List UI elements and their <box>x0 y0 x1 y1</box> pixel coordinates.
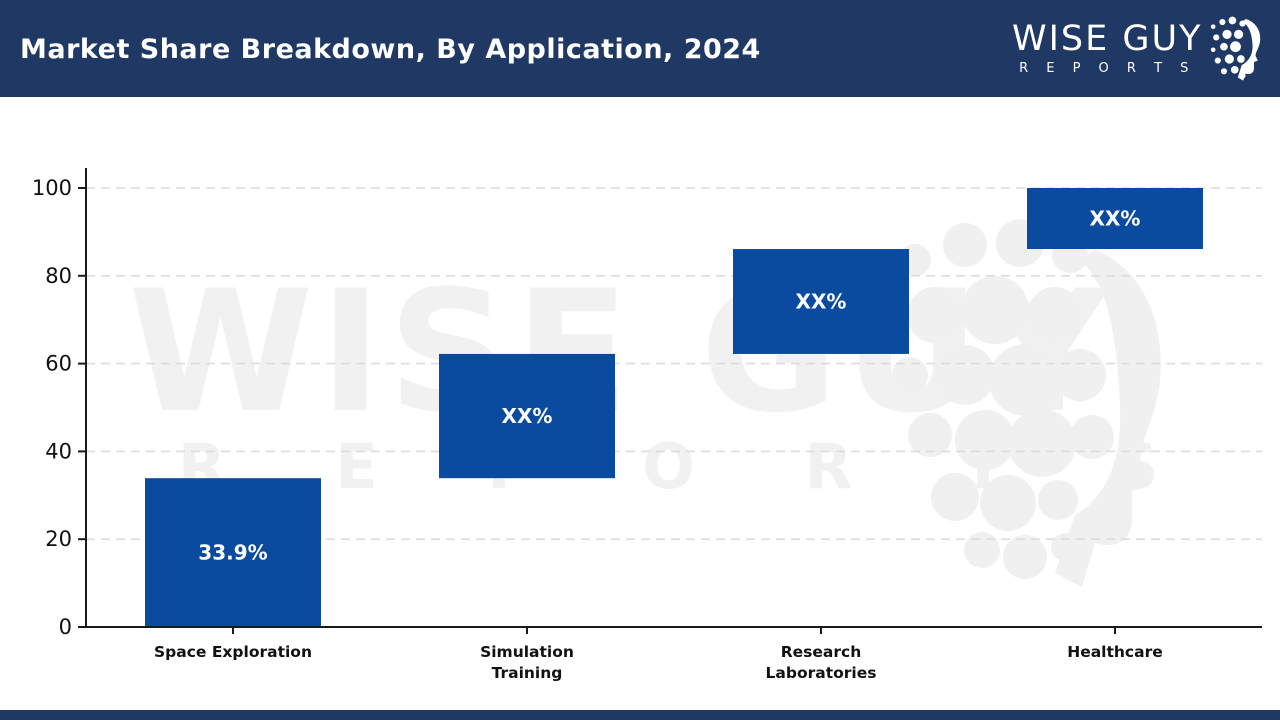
category-label: Healthcare <box>1067 643 1163 661</box>
bar-value-label: XX% <box>1090 207 1141 231</box>
logo-head-icon <box>1210 16 1260 81</box>
bar <box>1027 188 1203 250</box>
y-tick-label: 40 <box>45 439 72 463</box>
logo-wordmark: WISE GUY <box>1012 19 1203 59</box>
logo-text: WISE GUY R E P O R T S <box>1012 19 1203 77</box>
bar-value-label: XX% <box>502 404 553 428</box>
page-title: Market Share Breakdown, By Application, … <box>20 34 761 65</box>
logo-subtext: R E P O R T S <box>1019 61 1196 76</box>
bar <box>439 353 615 479</box>
footer-bar <box>0 710 1280 720</box>
category-label: Space Exploration <box>154 643 312 661</box>
bar-value-label: 33.9% <box>198 541 267 565</box>
bar <box>145 478 321 627</box>
category-label: Research Laboratories <box>766 643 877 682</box>
wiseguy-logo: WISE GUY R E P O R T S <box>1012 6 1262 92</box>
bar <box>733 249 909 354</box>
bar-value-label: XX% <box>796 289 847 313</box>
header: Market Share Breakdown, By Application, … <box>0 0 1280 97</box>
y-tick-label: 60 <box>45 352 72 376</box>
y-tick-label: 80 <box>45 264 72 288</box>
y-tick-label: 20 <box>45 527 72 551</box>
y-tick-label: 100 <box>32 176 72 200</box>
category-label: Simulation Training <box>480 643 574 682</box>
y-tick-label: 0 <box>59 615 72 639</box>
watermark-head-icon <box>892 219 1161 587</box>
